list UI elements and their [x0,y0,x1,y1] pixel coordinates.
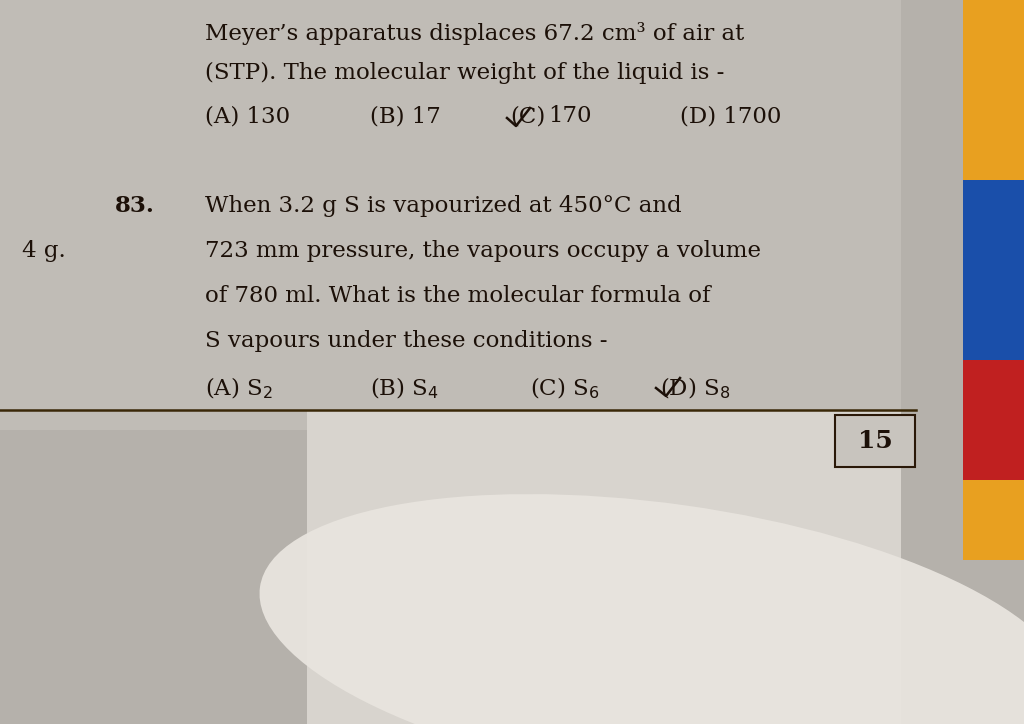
Text: 723 mm pressure, the vapours occupy a volume: 723 mm pressure, the vapours occupy a vo… [205,240,761,262]
Text: Meyer’s apparatus displaces 67.2 cm³ of air at: Meyer’s apparatus displaces 67.2 cm³ of … [205,22,744,45]
Text: 15: 15 [858,429,892,453]
Text: (C): (C) [510,105,545,127]
Text: (A) S$_2$: (A) S$_2$ [205,375,273,401]
Bar [0,0,901,430]
Bar [835,415,915,467]
Text: 170: 170 [548,105,592,127]
Text: 4 g.: 4 g. [22,240,66,262]
Text: (D) 1700: (D) 1700 [680,105,781,127]
Text: When 3.2 g S is vapourized at 450°C and: When 3.2 g S is vapourized at 450°C and [205,195,682,217]
Text: (B) 17: (B) 17 [370,105,440,127]
Bar [963,360,1024,480]
Text: of 780 ml. What is the molecular formula of: of 780 ml. What is the molecular formula… [205,285,711,307]
Bar [963,180,1024,360]
Ellipse shape [259,494,1024,724]
Text: (STP). The molecular weight of the liquid is -: (STP). The molecular weight of the liqui… [205,62,724,84]
Text: (A) 130: (A) 130 [205,105,290,127]
Text: (C) S$_6$: (C) S$_6$ [530,375,600,401]
Text: (D) S$_8$: (D) S$_8$ [660,375,730,401]
Text: 83.: 83. [115,195,155,217]
Bar [963,480,1024,560]
Bar [307,410,901,724]
Text: S vapours under these conditions -: S vapours under these conditions - [205,330,607,352]
Bar [0,0,901,724]
Text: (B) S$_4$: (B) S$_4$ [370,375,439,401]
Bar [963,0,1024,180]
